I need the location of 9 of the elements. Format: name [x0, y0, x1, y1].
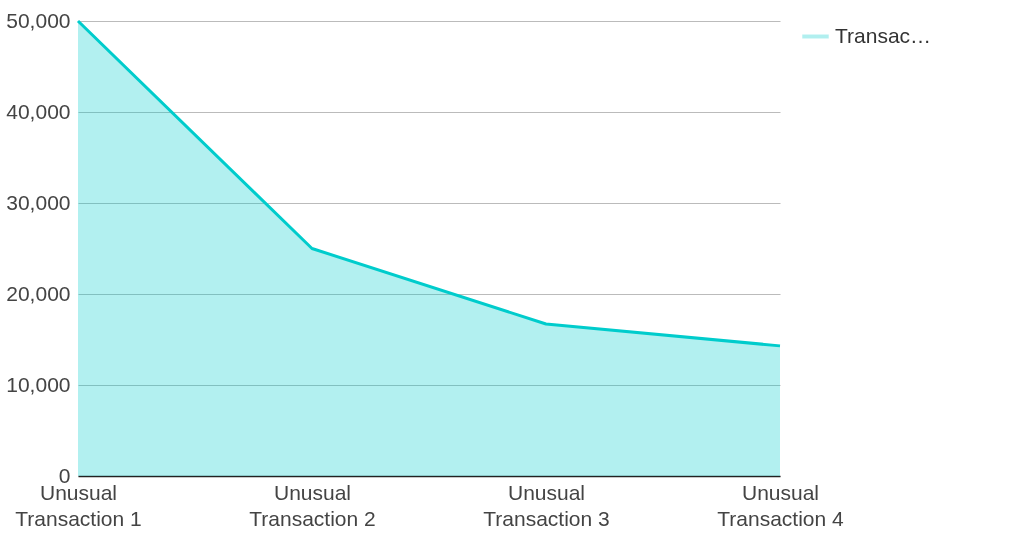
y-tick-label: 50,000: [6, 8, 71, 32]
x-tick-label: Unusual Transaction 3: [483, 480, 610, 530]
y-tick-label: 20,000: [6, 281, 71, 305]
y-tick-label: 40,000: [6, 99, 71, 123]
x-tick-label: Unusual Transaction 4: [717, 480, 845, 530]
legend-label: Transac…: [835, 23, 932, 47]
y-tick-label: 10,000: [6, 372, 71, 396]
x-tick-label: Unusual Transaction 2: [249, 480, 376, 530]
y-tick-label: 30,000: [6, 190, 71, 214]
